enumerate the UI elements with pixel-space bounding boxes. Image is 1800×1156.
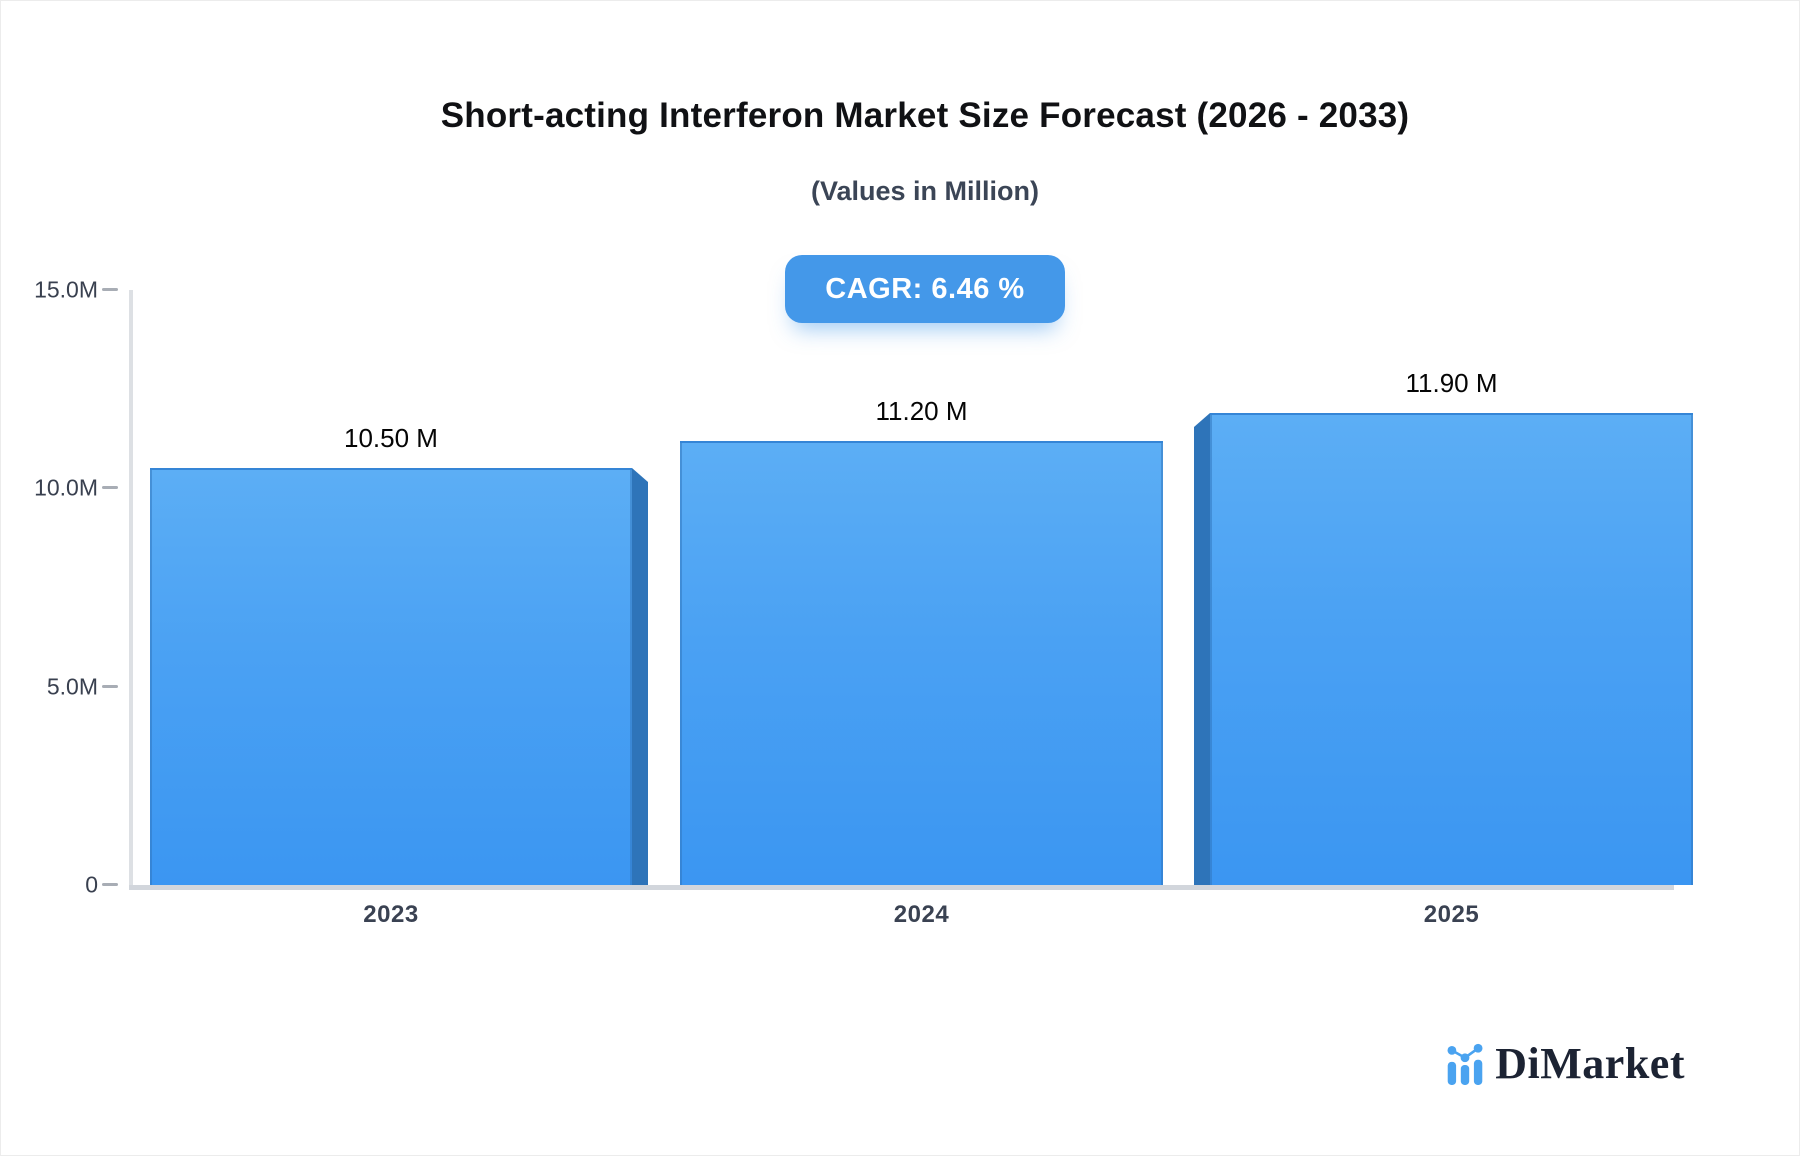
chart-title: Short-acting Interferon Market Size Fore… — [440, 96, 1410, 135]
bar-value-label: 11.20 M — [875, 396, 968, 426]
x-axis-baseline — [129, 885, 1674, 890]
x-axis-label: 2025 — [1423, 901, 1480, 928]
y-axis-line — [129, 290, 133, 888]
bar-2024[interactable] — [680, 441, 1163, 885]
bar-group-2024: 11.20 M — [680, 396, 1163, 885]
bar-3d-bevel — [632, 468, 648, 885]
mini-bar-chart-logo-icon — [1447, 1043, 1483, 1085]
y-tick-mark — [102, 684, 118, 688]
bar-2023[interactable] — [150, 468, 632, 885]
cagr-badge: CAGR: 6.46 % — [785, 255, 1065, 323]
bar-2025[interactable] — [1210, 413, 1693, 885]
y-tick-label: 10.0M — [34, 474, 98, 501]
y-tick-mark — [102, 486, 118, 490]
plot-area: 0 5.0M 10.0M 15.0M 2023 10.50 M 2024 11.20 M 202… — [34, 277, 1743, 928]
bar-value-label: 11.90 M — [1405, 368, 1498, 398]
bar-group-2023: 10.50 M — [150, 423, 648, 885]
y-tick-label: 0 — [85, 871, 98, 898]
chart-subtitle: (Values in Million) — [810, 176, 1040, 206]
brand-name: DiMarket — [1495, 1039, 1685, 1088]
y-tick-label: 5.0M — [46, 673, 98, 700]
y-tick-mark — [102, 883, 118, 886]
bar-3d-bevel — [1194, 413, 1210, 885]
x-axis-label: 2024 — [893, 901, 950, 928]
x-axis-label: 2023 — [363, 901, 419, 928]
bar-value-label: 10.50 M — [344, 423, 438, 453]
y-tick-mark — [102, 288, 118, 291]
brand-logo: DiMarket — [1445, 1038, 1685, 1089]
bar-group-2025: 11.90 M — [1194, 368, 1693, 885]
y-tick-label: 15.0M — [34, 276, 98, 303]
